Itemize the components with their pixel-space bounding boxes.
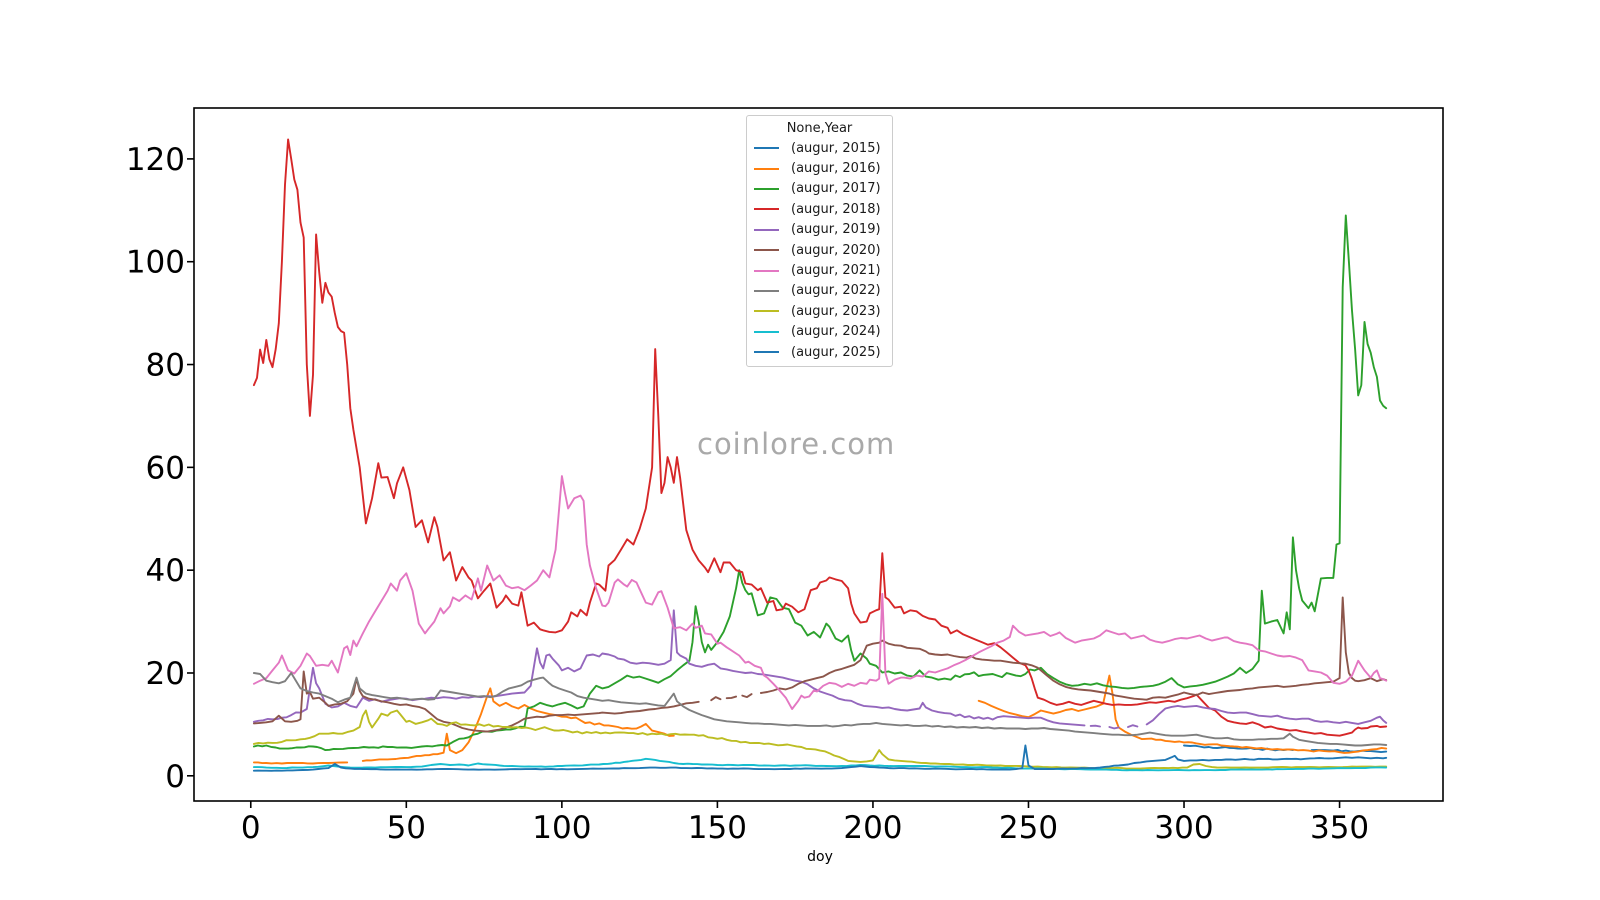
legend-item-2018: (augur, 2018) xyxy=(747,199,892,219)
series-line-2020 xyxy=(710,696,722,702)
legend-item-label: (augur, 2022) xyxy=(791,283,881,299)
y-tick-label: 40 xyxy=(146,553,185,589)
series-line-2022 xyxy=(252,672,1388,747)
legend-item-label: (augur, 2021) xyxy=(791,263,881,279)
legend-item-2023: (augur, 2023) xyxy=(747,301,892,321)
x-tick-label: 300 xyxy=(1154,810,1213,846)
legend-item-label: (augur, 2023) xyxy=(791,303,881,319)
legend-item-2021: (augur, 2021) xyxy=(747,260,892,280)
legend-line-swatch xyxy=(754,330,779,333)
y-tick-label: 20 xyxy=(146,656,185,692)
legend-item-2019: (augur, 2019) xyxy=(747,220,892,240)
x-tick-label: 150 xyxy=(688,810,747,846)
legend-line-swatch xyxy=(754,269,779,272)
legend-line-swatch xyxy=(754,208,779,211)
legend-item-label: (augur, 2016) xyxy=(791,161,881,177)
series-line-2020 xyxy=(725,695,738,700)
legend-item-label: (augur, 2017) xyxy=(791,181,881,197)
legend-line-swatch xyxy=(754,167,779,170)
series-line-2017 xyxy=(252,214,1388,752)
chart-legend: None,Year (augur, 2015) (augur, 2016) (aug… xyxy=(746,115,893,367)
x-tick-label: 250 xyxy=(999,810,1058,846)
y-tick-label: 80 xyxy=(146,348,185,384)
x-tick-label: 200 xyxy=(843,810,902,846)
legend-item-label: (augur, 2018) xyxy=(791,201,881,217)
legend-line-swatch xyxy=(754,249,779,252)
legend-line-swatch xyxy=(754,310,779,313)
series-line-2020 xyxy=(759,596,1388,701)
legend-item-2016: (augur, 2016) xyxy=(747,158,892,178)
legend-item-label: (augur, 2024) xyxy=(791,324,881,340)
x-tick-label: 50 xyxy=(387,810,426,846)
x-tick-label: 100 xyxy=(532,810,591,846)
x-axis-label: doy xyxy=(807,849,833,865)
series-line-2020 xyxy=(741,693,753,699)
legend-item-label: (augur, 2015) xyxy=(791,140,881,156)
series-line-2016 xyxy=(252,761,349,765)
legend-item-label: (augur, 2019) xyxy=(791,222,881,238)
series-line-2019 xyxy=(1145,704,1388,726)
legend-line-swatch xyxy=(754,351,779,354)
legend-item-2017: (augur, 2017) xyxy=(747,179,892,199)
legend-item-label: (augur, 2025) xyxy=(791,344,881,360)
series-line-2016 xyxy=(361,687,675,762)
series-line-2025 xyxy=(252,744,1388,772)
series-line-2019 xyxy=(1089,724,1101,728)
series-line-2016 xyxy=(977,674,1388,754)
y-tick-label: 120 xyxy=(126,142,185,178)
legend-title: None,Year xyxy=(786,121,853,136)
series-line-2021 xyxy=(252,475,1388,710)
legend-item-2024: (augur, 2024) xyxy=(747,322,892,342)
legend-line-swatch xyxy=(754,228,779,231)
series-line-2024 xyxy=(252,757,1388,772)
legend-item-2025: (augur, 2025) xyxy=(747,342,892,362)
y-tick-label: 0 xyxy=(165,759,185,795)
legend-item-2015: (augur, 2015) xyxy=(747,138,892,158)
legend-line-swatch xyxy=(754,289,779,292)
series-line-2023 xyxy=(252,709,1388,770)
watermark-text: coinlore.com xyxy=(697,427,896,461)
x-tick-label: 0 xyxy=(241,810,261,846)
x-tick-label: 350 xyxy=(1310,810,1369,846)
series-line-2019 xyxy=(1108,726,1120,730)
legend-item-2020: (augur, 2020) xyxy=(747,240,892,260)
y-tick-label: 60 xyxy=(146,450,185,486)
legend-rows: (augur, 2015) (augur, 2016) (augur, 2017) (… xyxy=(747,138,892,362)
legend-item-2022: (augur, 2022) xyxy=(747,281,892,301)
series-line-2019 xyxy=(1127,724,1139,728)
legend-line-swatch xyxy=(754,187,779,190)
legend-item-label: (augur, 2020) xyxy=(791,242,881,258)
series-line-2018 xyxy=(252,138,1388,737)
series-line-2020 xyxy=(252,670,700,733)
series-line-2015 xyxy=(1310,748,1388,754)
y-tick-label: 100 xyxy=(126,245,185,281)
legend-line-swatch xyxy=(754,147,779,150)
